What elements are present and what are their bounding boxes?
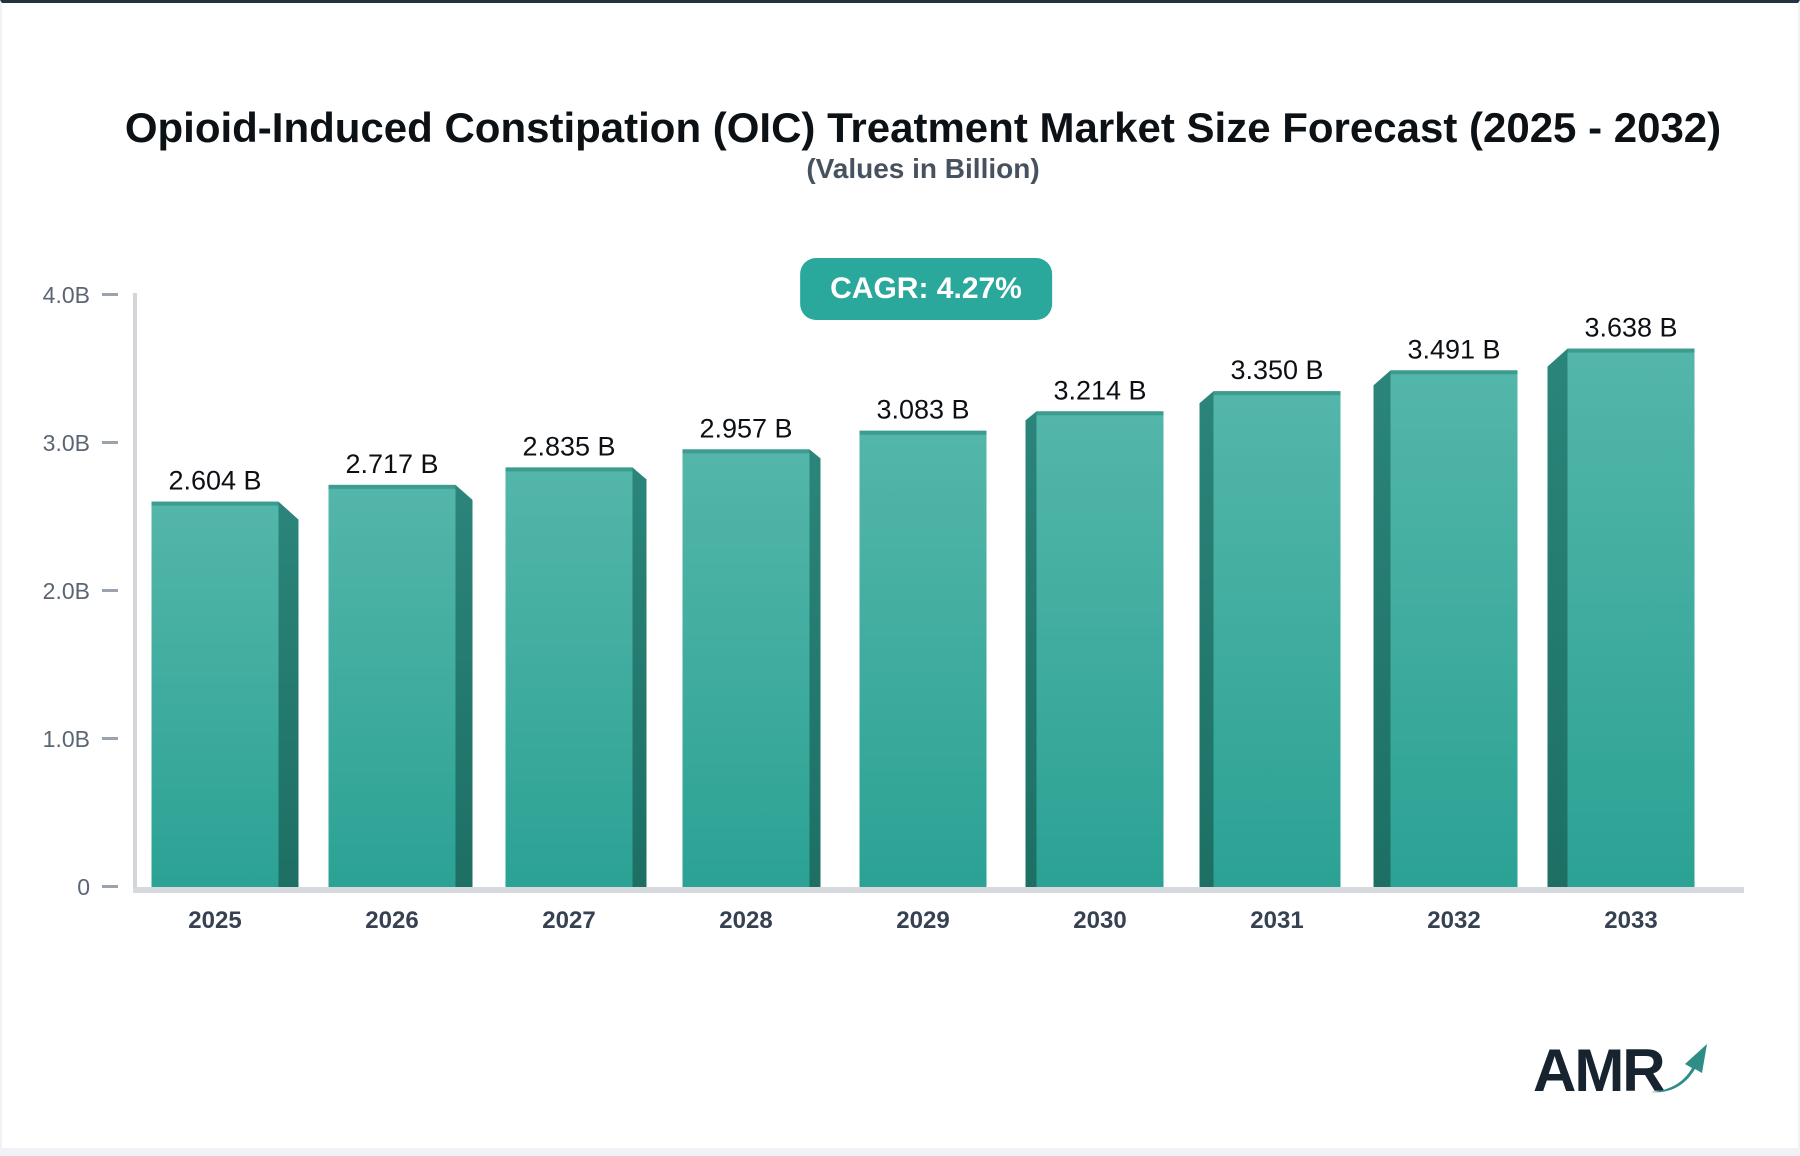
bar-side-2025 [278,501,299,887]
x-label-2026: 2026 [365,907,418,934]
bar-top-edge-2027 [505,467,633,472]
value-label-2027: 2.835 B [522,431,615,461]
x-label-2031: 2031 [1250,907,1303,934]
bar-top-edge-2032 [1390,370,1518,375]
bar-2029 [859,430,987,887]
cagr-badge-label: CAGR: 4.27% [830,272,1022,305]
x-label-2027: 2027 [542,907,595,934]
value-label-2032: 3.491 B [1407,334,1500,364]
y-axis-line [133,293,137,887]
amr-logo: AMR [1533,1041,1710,1101]
bar-2031 [1213,391,1341,887]
x-label-2028: 2028 [719,907,772,934]
bar-side-2026 [455,484,473,887]
y-tick-2.0B [102,589,118,592]
value-label-2031: 3.350 B [1230,355,1323,385]
bar-2033 [1567,348,1695,887]
bar-2027 [505,467,633,887]
x-label-2029: 2029 [896,907,949,934]
bar-side-2032 [1373,370,1391,887]
x-axis-baseline [133,887,1744,893]
bar-top-edge-2030 [1036,411,1164,416]
bar-side-2027 [632,467,647,887]
chart-subtitle: (Values in Billion) [806,153,1040,184]
bar-2030 [1036,411,1164,887]
y-tick-label-2.0B: 2.0B [43,578,90,604]
bar-top-edge-2031 [1213,391,1341,396]
bar-side-2028 [809,449,821,887]
x-label-2033: 2033 [1604,907,1657,934]
bar-2032 [1390,370,1518,887]
bar-top-edge-2033 [1567,348,1695,353]
bar-top-edge-2026 [328,484,456,489]
bar-side-2033 [1547,348,1568,887]
amr-logo-text: AMR [1533,1037,1666,1104]
y-tick-label-1.0B: 1.0B [43,726,90,752]
value-label-2033: 3.638 B [1584,313,1677,343]
x-label-2030: 2030 [1073,907,1126,934]
chart-title: Opioid-Induced Constipation (OIC) Treatm… [124,104,1722,151]
cagr-badge: CAGR: 4.27% [800,258,1052,320]
bar-2025 [151,501,279,887]
bar-side-2030 [1025,411,1037,887]
bar-top-edge-2029 [859,430,987,435]
value-label-2025: 2.604 B [168,466,261,496]
x-label-2025: 2025 [188,907,241,934]
value-label-2026: 2.717 B [345,449,438,479]
bar-top-edge-2028 [682,449,810,454]
bar-side-2031 [1199,391,1214,887]
bar-chart: 4.0B 3.0B 2.0B 1.0B 0 2.604 B 2025 2.717 B 2026 2… [43,282,1744,934]
y-tick-3.0B [102,441,118,444]
bar-top-edge-2025 [151,501,279,506]
y-tick-label-0: 0 [77,874,90,900]
value-label-2029: 3.083 B [876,395,969,425]
bar-2028 [682,449,810,887]
growth-arrow-icon [1650,1044,1707,1093]
y-tick-1.0B [102,737,118,740]
value-label-2030: 3.214 B [1053,375,1146,405]
y-tick-label-3.0B: 3.0B [43,430,90,456]
bar-2026 [328,484,456,887]
y-tick-4.0B [102,293,118,296]
y-tick-label-4.0B: 4.0B [43,282,90,308]
y-tick-0 [102,885,118,888]
value-label-2028: 2.957 B [699,413,792,443]
x-label-2032: 2032 [1427,907,1480,934]
